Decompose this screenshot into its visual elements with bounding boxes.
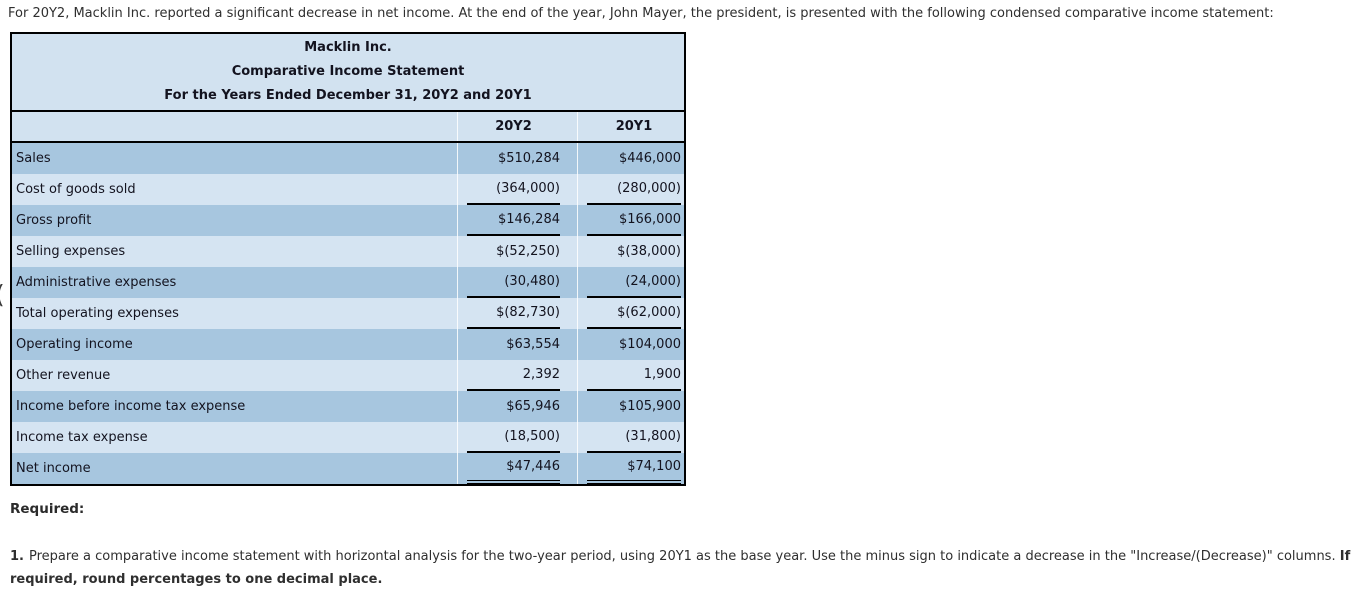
row-value-20y2: $47,446 — [458, 453, 578, 484]
income-statement-table: Macklin Inc. Comparative Income Statemen… — [10, 32, 686, 486]
column-header-20y2: 20Y2 — [458, 112, 578, 141]
item-bold-note: If required, round percentages to one de… — [10, 549, 1351, 587]
table-row: Gross profit $146,284 $166,000 — [12, 205, 684, 236]
row-value-20y1: (280,000) — [578, 174, 684, 205]
row-value-20y1: $(62,000) — [578, 298, 684, 329]
table-row: Administrative expenses (30,480) (24,000… — [12, 267, 684, 298]
row-value-20y2: $63,554 — [458, 329, 578, 360]
row-label: Income before income tax expense — [12, 391, 458, 422]
row-value-20y1: (31,800) — [578, 422, 684, 453]
row-value-20y2: (18,500) — [458, 422, 578, 453]
title-statement-name: Comparative Income Statement — [231, 64, 465, 79]
row-value-20y2: $(52,250) — [458, 236, 578, 267]
table-row: Net income $47,446 $74,100 — [12, 453, 684, 484]
column-header-spacer — [12, 112, 458, 141]
table-row: Operating income $63,554 $104,000 — [12, 329, 684, 360]
required-heading: Required: — [10, 501, 85, 517]
row-value-20y1: $(38,000) — [617, 244, 681, 259]
title-period: For the Years Ended December 31, 20Y2 an… — [164, 88, 532, 103]
row-label: Administrative expenses — [12, 267, 458, 298]
row-value-20y1: $105,900 — [618, 399, 681, 414]
row-value-20y2: $510,284 — [458, 143, 578, 174]
table-row: Selling expenses $(52,250) $(38,000) — [12, 236, 684, 267]
table-row: Income tax expense (18,500) (31,800) — [12, 422, 684, 453]
row-value-20y1: 1,900 — [578, 360, 684, 391]
requirement-item: 1. Prepare a comparative income statement… — [10, 546, 1353, 591]
table-row: Income before income tax expense $65,946… — [12, 391, 684, 422]
row-value-20y2: (30,480) — [458, 267, 578, 298]
row-value-20y2: (364,000) — [458, 174, 578, 205]
statement-title: Macklin Inc. Comparative Income Statemen… — [12, 34, 684, 110]
row-label: Sales — [12, 143, 458, 174]
table-row: Cost of goods sold (364,000) (280,000) — [12, 174, 684, 205]
row-value-20y1: (24,000) — [578, 267, 684, 298]
row-label: Net income — [12, 453, 458, 484]
statement-body: Sales $510,284 $446,000 Cost of goods so… — [12, 143, 684, 484]
row-value-20y2: $65,946 — [458, 391, 578, 422]
column-header-20y1: 20Y1 — [578, 112, 684, 141]
row-label: Cost of goods sold — [12, 174, 458, 205]
table-row: Sales $510,284 $446,000 — [12, 143, 684, 174]
row-label: Income tax expense — [12, 422, 458, 453]
stray-paren-glyph: ( — [0, 280, 5, 309]
row-value-20y2: 2,392 — [458, 360, 578, 391]
row-label: Total operating expenses — [12, 298, 458, 329]
intro-text: For 20Y2, Macklin Inc. reported a signif… — [8, 6, 1274, 21]
row-value-20y1: $104,000 — [618, 337, 681, 352]
column-header-row: 20Y2 20Y1 — [12, 110, 684, 143]
row-value-20y2: $(82,730) — [458, 298, 578, 329]
item-number: 1. — [10, 549, 24, 564]
item-text: Prepare a comparative income statement w… — [28, 549, 1340, 564]
row-value-20y1: $74,100 — [578, 453, 684, 484]
row-value-20y1: $446,000 — [618, 151, 681, 166]
row-label: Selling expenses — [12, 236, 458, 267]
row-label: Operating income — [12, 329, 458, 360]
row-value-20y1: $166,000 — [578, 205, 684, 236]
table-row: Other revenue 2,392 1,900 — [12, 360, 684, 391]
row-label: Other revenue — [12, 360, 458, 391]
column-header-20y2-label: 20Y2 — [495, 119, 532, 134]
row-label: Gross profit — [12, 205, 458, 236]
column-header-20y1-label: 20Y1 — [615, 119, 653, 134]
title-company-name: Macklin Inc. — [304, 40, 392, 55]
table-row: Total operating expenses $(82,730) $(62,… — [12, 298, 684, 329]
row-value-20y2: $146,284 — [458, 205, 578, 236]
